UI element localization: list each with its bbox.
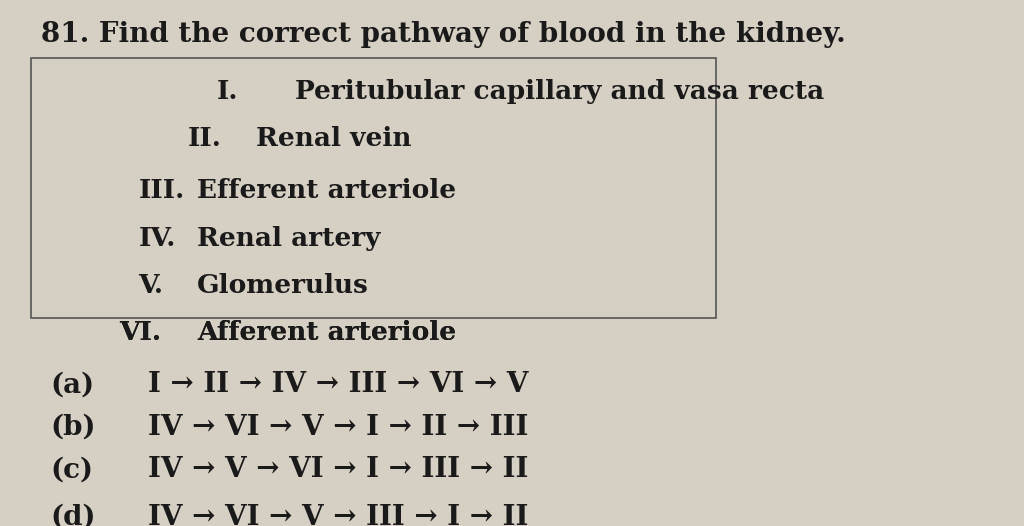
Text: 81. Find the correct pathway of blood in the kidney.: 81. Find the correct pathway of blood in… [41, 21, 845, 48]
Text: V.: V. [138, 273, 164, 298]
Text: IV.: IV. [138, 226, 176, 250]
Text: Efferent arteriole: Efferent arteriole [197, 178, 456, 203]
Text: Glomerulus: Glomerulus [197, 273, 369, 298]
Text: (b): (b) [50, 414, 96, 441]
Text: (c): (c) [50, 457, 93, 483]
Bar [31, 58, 716, 318]
Text: Renal vein: Renal vein [256, 126, 412, 151]
Text: (d): (d) [50, 504, 96, 526]
Text: Renal artery: Renal artery [197, 226, 381, 250]
Text: Peritubular capillary and vasa recta: Peritubular capillary and vasa recta [295, 79, 824, 104]
Text: VI.: VI. [119, 320, 161, 345]
Text: Afferent arteriole: Afferent arteriole [197, 320, 456, 345]
Text: Afferent arteriole: Afferent arteriole [197, 320, 456, 345]
Text: IV → VI → V → I → II → III: IV → VI → V → I → II → III [148, 414, 528, 441]
Text: II.: II. [187, 126, 221, 151]
Text: I → II → IV → III → VI → V: I → II → IV → III → VI → V [148, 371, 528, 398]
Text: III.: III. [138, 178, 184, 203]
Text: (a): (a) [50, 371, 94, 398]
Text: IV → VI → V → III → I → II: IV → VI → V → III → I → II [148, 504, 528, 526]
Text: VI.: VI. [119, 320, 161, 345]
Text: IV → V → VI → I → III → II: IV → V → VI → I → III → II [148, 457, 528, 483]
Text: I.: I. [217, 79, 239, 104]
